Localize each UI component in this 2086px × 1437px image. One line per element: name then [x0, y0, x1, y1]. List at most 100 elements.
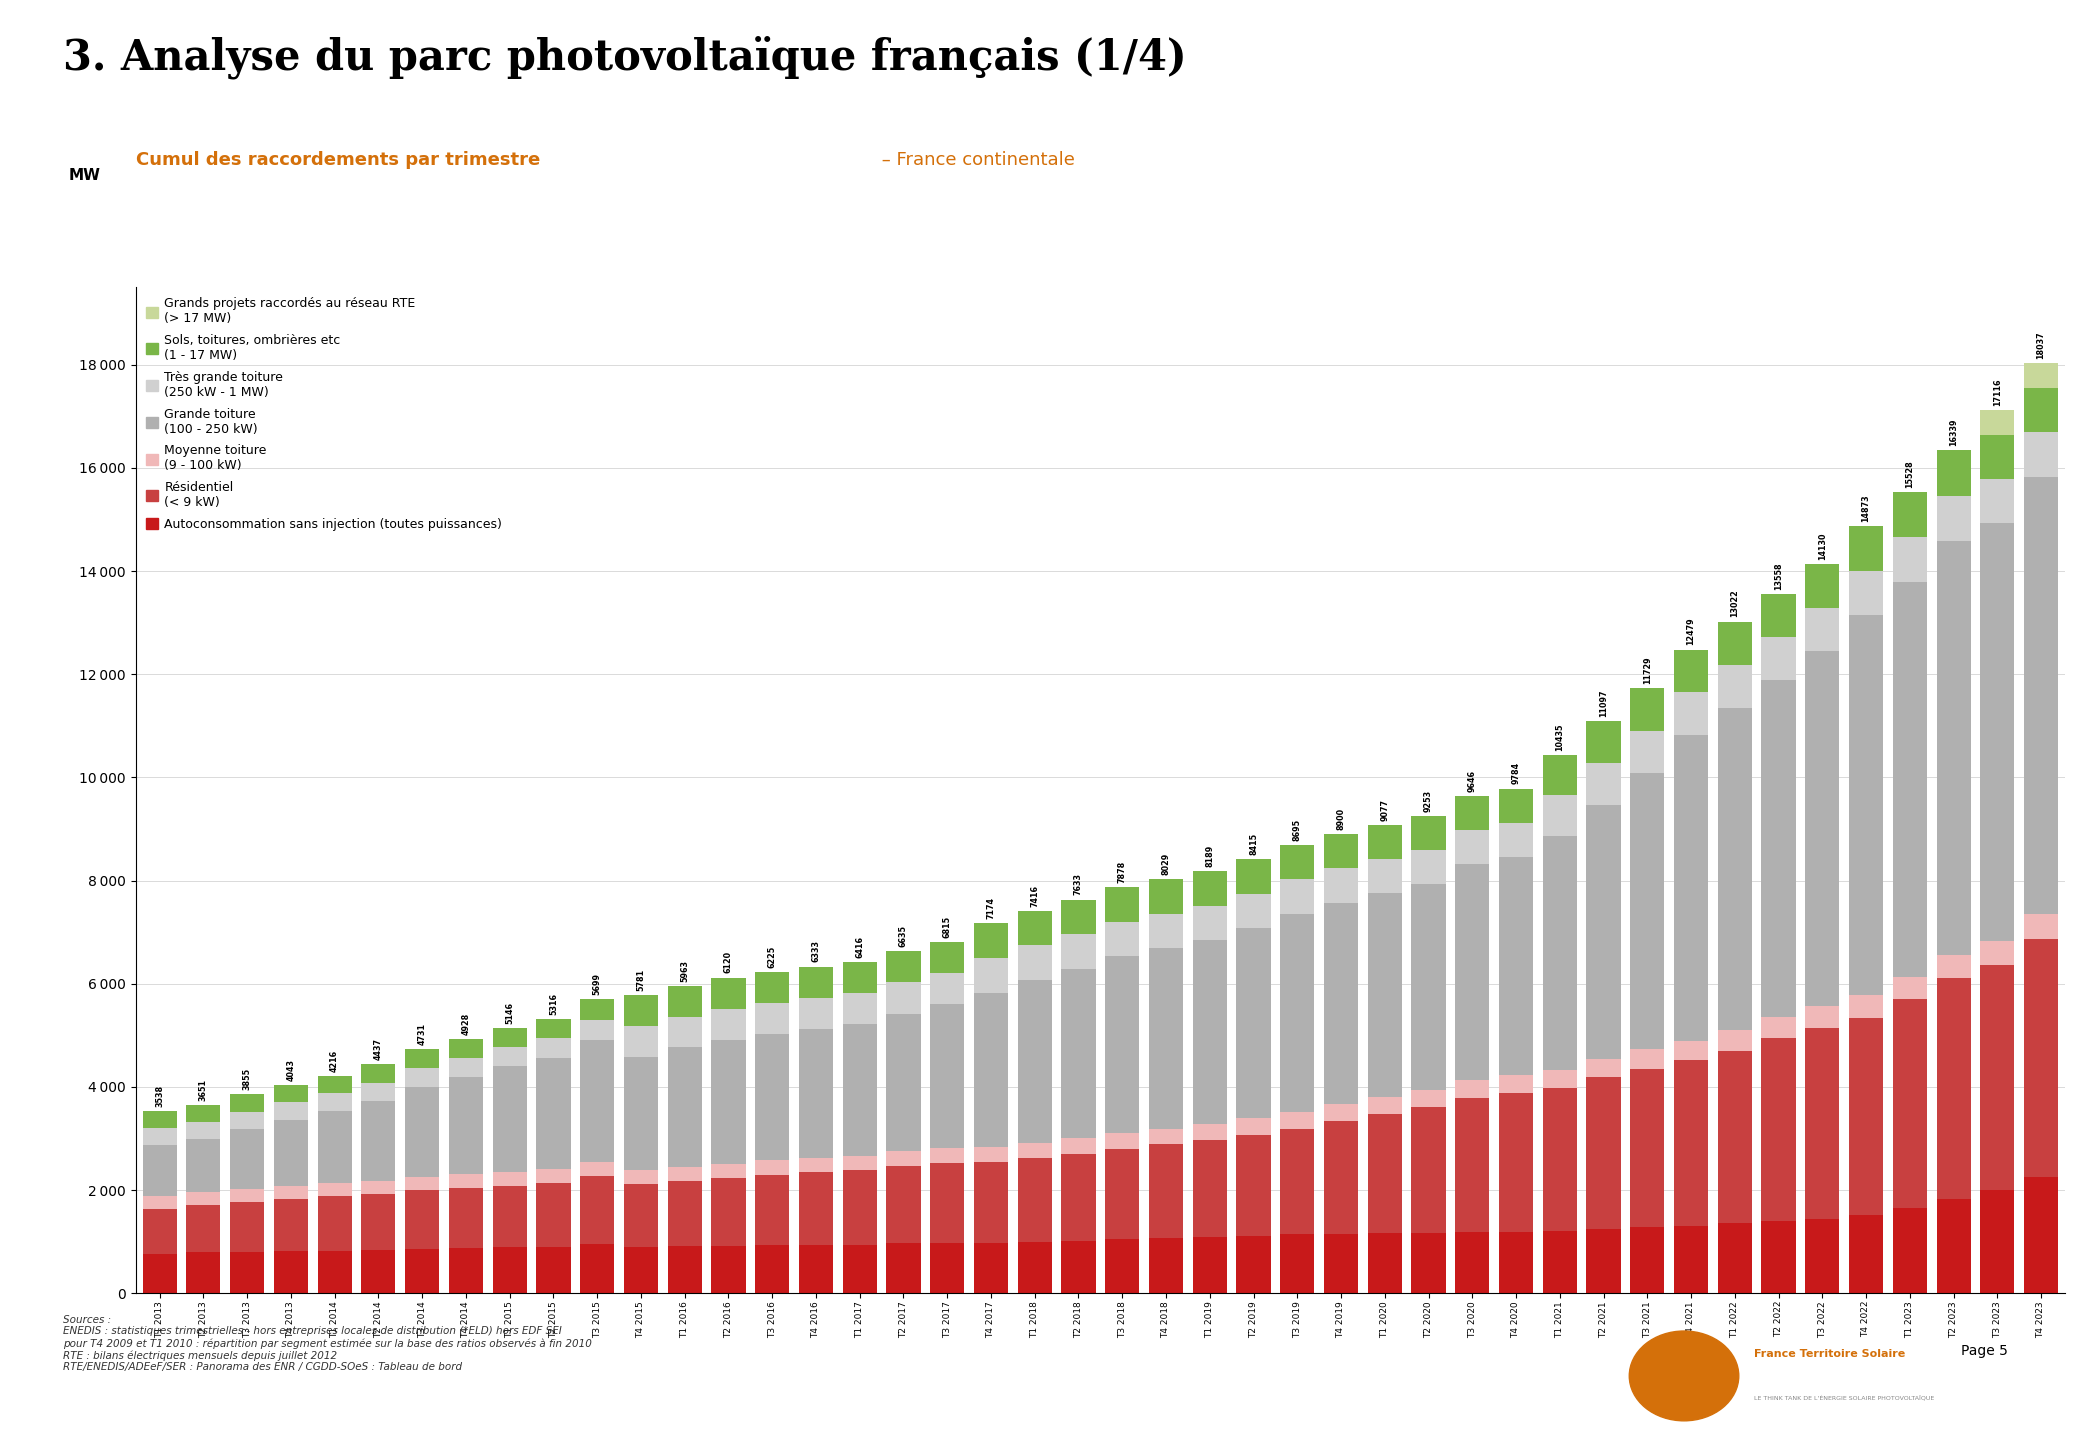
Bar	[229, 1188, 265, 1203]
Bar	[843, 1170, 876, 1244]
Bar	[1193, 871, 1227, 905]
Bar	[1500, 1092, 1533, 1232]
Bar	[536, 1019, 569, 1039]
Bar	[1673, 693, 1708, 734]
Bar	[1018, 1242, 1051, 1293]
Bar	[668, 986, 701, 1016]
Bar	[1848, 1214, 1884, 1293]
Text: 6815: 6815	[943, 915, 951, 937]
Bar	[1848, 1017, 1884, 1214]
Bar	[273, 1252, 309, 1293]
Text: 9784: 9784	[1512, 763, 1521, 785]
Bar	[1936, 450, 1971, 496]
Bar	[361, 1250, 396, 1293]
Bar	[1368, 1114, 1402, 1233]
Bar	[186, 1193, 221, 1206]
Bar	[1281, 879, 1314, 914]
Text: 6333: 6333	[811, 940, 820, 963]
Bar	[1631, 1069, 1665, 1227]
Bar	[843, 993, 876, 1025]
Bar	[448, 1078, 484, 1174]
Bar	[448, 1174, 484, 1188]
Bar	[887, 1151, 920, 1165]
Text: 10435: 10435	[1556, 723, 1564, 752]
Bar	[186, 1105, 221, 1122]
Bar	[1761, 1039, 1796, 1221]
Bar	[1980, 964, 2015, 1190]
Bar	[1281, 1112, 1314, 1128]
Bar	[1761, 680, 1796, 1017]
Bar	[2023, 914, 2059, 938]
Text: 4043: 4043	[286, 1059, 296, 1081]
Bar	[317, 1183, 353, 1197]
Bar	[580, 1244, 613, 1293]
Bar	[1587, 1059, 1621, 1076]
Bar	[799, 1158, 832, 1173]
Bar	[1149, 948, 1183, 1128]
Bar	[317, 1076, 353, 1094]
Bar	[229, 1252, 265, 1293]
Bar	[1544, 796, 1577, 836]
Bar	[2023, 1177, 2059, 1293]
Bar	[229, 1095, 265, 1112]
Bar	[186, 1252, 221, 1293]
Bar	[755, 1035, 789, 1160]
Bar	[1237, 1236, 1270, 1293]
Bar	[1631, 773, 1665, 1049]
Bar	[711, 1164, 745, 1178]
Bar	[405, 1177, 440, 1190]
Text: 8415: 8415	[1250, 833, 1258, 855]
Bar	[1237, 859, 1270, 894]
Bar	[1062, 1154, 1095, 1240]
Bar	[1892, 1207, 1927, 1293]
Bar	[1456, 1098, 1489, 1232]
Bar	[536, 1170, 569, 1183]
Bar	[317, 1197, 353, 1250]
Bar	[1500, 1232, 1533, 1293]
Bar	[1848, 996, 1884, 1017]
Bar	[536, 1183, 569, 1247]
Bar	[930, 1148, 964, 1163]
Text: 8029: 8029	[1162, 852, 1170, 875]
Bar	[1412, 1108, 1446, 1233]
Bar	[1804, 651, 1840, 1006]
Text: 4928: 4928	[461, 1013, 471, 1035]
Bar	[1325, 1121, 1358, 1233]
Bar	[1587, 1229, 1621, 1293]
Bar	[1062, 934, 1095, 969]
Bar	[668, 1016, 701, 1048]
Bar	[1281, 1128, 1314, 1234]
Bar	[1368, 894, 1402, 1096]
Bar	[887, 1243, 920, 1293]
Bar	[142, 1128, 177, 1145]
Bar	[1062, 969, 1095, 1138]
Bar	[1412, 884, 1446, 1091]
Bar	[1062, 1240, 1095, 1293]
Bar	[273, 1102, 309, 1119]
Bar	[1717, 1030, 1752, 1050]
Bar	[492, 1247, 528, 1293]
Bar	[1368, 859, 1402, 894]
Bar	[1936, 540, 1971, 954]
Bar	[448, 1058, 484, 1078]
Text: 14130: 14130	[1817, 533, 1827, 560]
Bar	[1980, 479, 2015, 523]
Bar	[1368, 1233, 1402, 1293]
Bar	[142, 1255, 177, 1293]
Bar	[1980, 1190, 2015, 1293]
Bar	[580, 1175, 613, 1244]
Bar	[448, 1249, 484, 1293]
Bar	[1848, 570, 1884, 615]
Bar	[930, 1243, 964, 1293]
Bar	[755, 1160, 789, 1174]
Text: 8695: 8695	[1293, 819, 1302, 841]
Text: 11097: 11097	[1600, 690, 1608, 717]
Bar	[580, 1161, 613, 1175]
Text: 8189: 8189	[1206, 845, 1214, 867]
Bar	[1544, 754, 1577, 796]
Bar	[361, 1065, 396, 1083]
Bar	[1237, 1118, 1270, 1135]
Bar	[1544, 836, 1577, 1071]
Bar	[974, 923, 1008, 958]
Bar	[1673, 1061, 1708, 1226]
